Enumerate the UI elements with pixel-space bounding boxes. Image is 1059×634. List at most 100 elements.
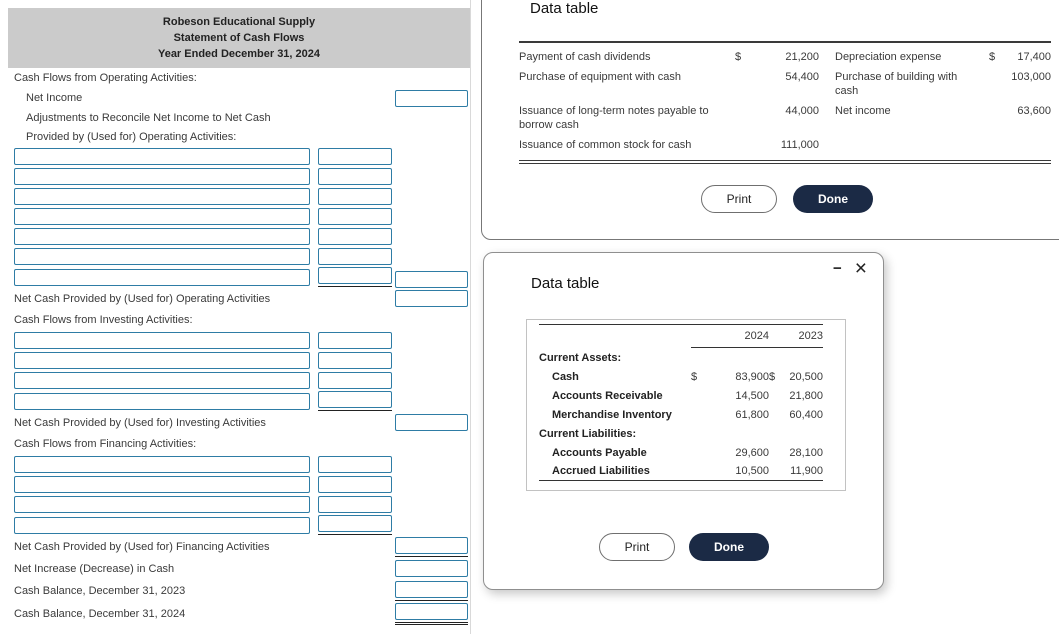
fin-net-cash-input[interactable]	[395, 537, 468, 554]
amount-2024: 29,600	[691, 447, 769, 459]
inv-net-cash-input[interactable]	[395, 414, 468, 431]
done-button[interactable]: Done	[689, 533, 769, 561]
fin-item-1-amount-input[interactable]	[318, 455, 392, 473]
inv-item-1-amount-input[interactable]	[318, 331, 392, 349]
operating-total-label: Net Cash Provided by (Used for) Operatin…	[14, 293, 271, 305]
fin-item-2-amount-input[interactable]	[318, 475, 392, 493]
table-row: Issuance of long-term notes payable to b…	[519, 98, 1051, 132]
fin-item-4-amount-input[interactable]	[318, 515, 392, 532]
net-increase-label: Net Increase (Decrease) in Cash	[14, 563, 175, 575]
op-adjustment-1-amount-input[interactable]	[318, 147, 392, 165]
amount-value: 63,600	[1017, 105, 1051, 117]
fin-item-3-desc-input[interactable]	[14, 495, 310, 513]
op-total-adjustments-input[interactable]	[395, 271, 468, 288]
balance-row: Accounts Payable 29,600 28,100	[539, 443, 823, 462]
amount-cell: $21,200	[735, 44, 819, 64]
column-header-2023: 2023	[769, 325, 823, 348]
transaction-label: Purchase of building with cash	[835, 71, 958, 97]
amount-2024: 14,500	[691, 390, 769, 402]
data-table-dialog-transactions: Data table Payment of cash dividends $21…	[481, 0, 1059, 240]
amount-2023: 28,100	[769, 447, 823, 459]
close-icon[interactable]: ×	[854, 257, 867, 280]
balance-row: Current Liabilities:	[539, 424, 823, 443]
print-button[interactable]: Print	[701, 185, 777, 213]
inv-item-3-desc-input[interactable]	[14, 371, 310, 389]
op-adjustment-2-desc-input[interactable]	[14, 167, 310, 185]
op-adjustment-6-desc-input[interactable]	[14, 247, 310, 265]
op-adjustment-7-amount-input[interactable]	[318, 267, 392, 284]
fin-item-4-desc-input[interactable]	[14, 516, 310, 534]
data-table-dialog-balances: Data table − × 2024 2023 Current Assets:…	[483, 252, 884, 590]
cash-flow-worksheet: Robeson Educational Supply Statement of …	[8, 8, 470, 626]
amount-value: 28,100	[789, 446, 823, 459]
amount-value: 83,900	[735, 370, 769, 383]
inv-item-2-amount-input[interactable]	[318, 351, 392, 369]
section-heading: Current Liabilities:	[539, 427, 637, 440]
amount-value: 103,000	[1011, 71, 1051, 83]
op-adjustment-3-amount-input[interactable]	[318, 187, 392, 205]
dialog-buttons: Print Done	[599, 533, 769, 561]
op-adjustment-5-desc-input[interactable]	[14, 227, 310, 245]
amount-cell: $17,400	[989, 44, 1051, 64]
op-adjustment-4-amount-input[interactable]	[318, 207, 392, 225]
balance-row: Accounts Receivable 14,500 21,800	[539, 386, 823, 405]
amount-cell: 63,600	[989, 98, 1051, 118]
financing-section-label: Cash Flows from Financing Activities:	[14, 438, 197, 450]
balance-2024-label: Cash Balance, December 31, 2024	[14, 608, 186, 620]
op-net-cash-input[interactable]	[395, 290, 468, 307]
amount-cell: 54,400	[735, 64, 819, 84]
amount-2024: $83,900	[691, 371, 769, 383]
op-adjustment-6-amount-input[interactable]	[318, 247, 392, 265]
inv-item-3-amount-input[interactable]	[318, 371, 392, 389]
fin-item-2-desc-input[interactable]	[14, 475, 310, 493]
net-increase-input[interactable]	[395, 560, 468, 577]
minimize-icon[interactable]: −	[832, 260, 842, 277]
amount-value: 54,400	[785, 71, 819, 83]
op-adjustment-5-amount-input[interactable]	[318, 227, 392, 245]
inv-item-4-amount-input[interactable]	[318, 391, 392, 408]
account-label: Cash	[552, 370, 579, 383]
balance-row: Cash $83,900 $20,500	[539, 367, 823, 386]
net-income-amount-input[interactable]	[395, 90, 468, 107]
transaction-label: Depreciation expense	[835, 51, 942, 63]
amount-cell: 111,000	[735, 132, 819, 152]
op-adjustment-1-desc-input[interactable]	[14, 147, 310, 165]
op-adjustment-2-amount-input[interactable]	[318, 167, 392, 185]
amount-value: 20,500	[789, 370, 823, 383]
cash-balance-2024-input[interactable]	[395, 603, 468, 620]
amount-2023: 21,800	[769, 390, 823, 402]
amount-2023: $20,500	[769, 371, 823, 383]
fin-item-1-desc-input[interactable]	[14, 455, 310, 473]
amount-2024: 61,800	[691, 409, 769, 421]
inv-item-2-desc-input[interactable]	[14, 351, 310, 369]
cash-balance-2023-input[interactable]	[395, 581, 468, 598]
amount-2023: 60,400	[769, 409, 823, 421]
window-controls: − ×	[833, 258, 867, 280]
op-adjustment-7-desc-input[interactable]	[14, 268, 310, 286]
transaction-label: Purchase of equipment with cash	[519, 71, 682, 83]
inv-item-1-desc-input[interactable]	[14, 331, 310, 349]
inv-item-4-desc-input[interactable]	[14, 392, 310, 410]
fin-item-3-amount-input[interactable]	[318, 495, 392, 513]
done-button[interactable]: Done	[793, 185, 873, 213]
subtotal-rule	[318, 267, 392, 287]
dialog-title: Data table	[530, 0, 599, 17]
adjustments-label-line1: Adjustments to Reconcile Net Income to N…	[26, 112, 271, 124]
balance-row: Merchandise Inventory 61,800 60,400	[539, 405, 823, 424]
column-header-2024: 2024	[691, 325, 769, 348]
statement-period: Year Ended December 31, 2024	[157, 48, 321, 60]
amount-value: 44,000	[785, 105, 819, 117]
table-row: Issuance of common stock for cash 111,00…	[519, 132, 1051, 152]
amount-value: 60,400	[789, 408, 823, 421]
balance-row: Current Assets:	[539, 348, 823, 367]
amount-value: 17,400	[1017, 51, 1051, 63]
op-adjustment-3-desc-input[interactable]	[14, 187, 310, 205]
subtotal-rule	[395, 537, 468, 557]
amount-value: 11,900	[790, 465, 823, 477]
transaction-label: Payment of cash dividends	[519, 51, 651, 63]
transaction-label: Issuance of long-term notes payable to b…	[519, 105, 709, 131]
print-button[interactable]: Print	[599, 533, 675, 561]
subtotal-rule	[318, 391, 392, 411]
financing-total-label: Net Cash Provided by (Used for) Financin…	[14, 541, 270, 553]
op-adjustment-4-desc-input[interactable]	[14, 207, 310, 225]
